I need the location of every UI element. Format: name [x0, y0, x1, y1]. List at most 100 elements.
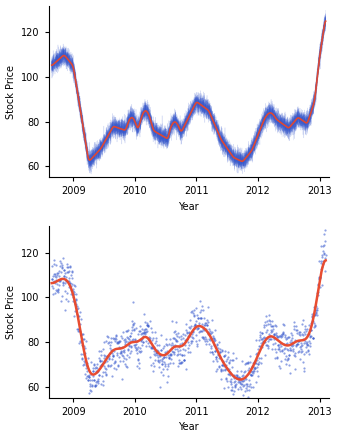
Point	[256, 346, 261, 353]
Point	[107, 363, 112, 370]
Point	[272, 340, 277, 347]
Point	[310, 335, 316, 342]
Point	[297, 356, 303, 363]
Point	[229, 364, 235, 371]
Point	[241, 383, 246, 390]
Point	[225, 349, 231, 356]
Point	[181, 357, 186, 364]
Point	[134, 341, 139, 348]
Point	[298, 349, 304, 356]
Point	[118, 337, 123, 344]
Point	[206, 326, 212, 333]
Point	[101, 363, 106, 370]
Point	[204, 338, 210, 345]
Point	[128, 330, 134, 337]
Point	[177, 344, 182, 351]
Point	[117, 344, 122, 351]
Point	[106, 355, 112, 362]
Point	[254, 367, 259, 374]
Point	[180, 346, 186, 353]
Point	[310, 318, 315, 325]
Point	[92, 381, 97, 388]
Point	[184, 366, 189, 373]
Point	[119, 375, 125, 382]
Point	[303, 328, 309, 335]
Point	[89, 370, 94, 377]
Point	[297, 328, 302, 335]
Point	[289, 336, 294, 343]
Point	[238, 383, 243, 390]
Point	[266, 311, 271, 318]
Point	[146, 343, 151, 350]
Point	[138, 348, 143, 355]
Point	[59, 262, 65, 269]
Point	[170, 334, 175, 341]
Point	[164, 341, 169, 348]
Point	[102, 353, 108, 360]
Point	[317, 274, 323, 281]
Point	[189, 338, 194, 345]
Point	[167, 351, 173, 358]
Point	[142, 311, 147, 318]
Point	[166, 354, 172, 361]
Point	[96, 372, 101, 379]
Point	[284, 346, 290, 353]
Point	[319, 243, 324, 250]
Point	[305, 342, 310, 349]
Point	[309, 314, 314, 321]
Point	[248, 367, 254, 374]
Point	[148, 344, 154, 351]
Point	[93, 378, 98, 385]
Point	[231, 378, 237, 385]
Point	[77, 339, 82, 346]
Point	[166, 355, 171, 362]
Point	[69, 274, 75, 281]
Point	[260, 337, 265, 344]
Point	[67, 274, 72, 281]
Point	[55, 272, 60, 279]
Point	[113, 333, 119, 340]
Point	[238, 376, 244, 383]
Point	[237, 375, 242, 382]
Point	[103, 372, 108, 379]
Point	[194, 331, 199, 338]
Point	[307, 333, 313, 340]
Point	[182, 331, 187, 338]
Point	[248, 383, 254, 390]
Point	[226, 371, 232, 378]
Point	[112, 358, 117, 365]
Point	[81, 336, 87, 343]
Point	[176, 333, 181, 340]
Point	[58, 259, 64, 266]
Point	[279, 346, 285, 353]
Point	[258, 335, 264, 342]
Point	[141, 326, 147, 333]
Point	[85, 354, 90, 361]
Point	[65, 268, 70, 275]
Point	[286, 334, 291, 341]
Point	[138, 338, 144, 345]
Point	[224, 378, 230, 385]
Point	[316, 275, 322, 282]
Point	[148, 335, 153, 342]
Point	[138, 327, 143, 334]
Point	[233, 381, 238, 388]
Point	[175, 350, 180, 357]
Point	[149, 344, 155, 351]
Point	[69, 291, 74, 298]
Point	[265, 345, 271, 352]
Point	[221, 352, 226, 359]
Point	[90, 367, 96, 374]
Point	[250, 367, 256, 374]
Point	[184, 337, 189, 344]
Point	[250, 369, 255, 376]
Point	[120, 357, 126, 364]
Point	[305, 325, 310, 332]
Point	[247, 358, 253, 365]
Point	[193, 304, 198, 311]
Point	[302, 325, 308, 332]
Point	[152, 328, 158, 335]
Point	[198, 298, 203, 305]
Point	[130, 299, 136, 306]
Point	[121, 337, 126, 344]
